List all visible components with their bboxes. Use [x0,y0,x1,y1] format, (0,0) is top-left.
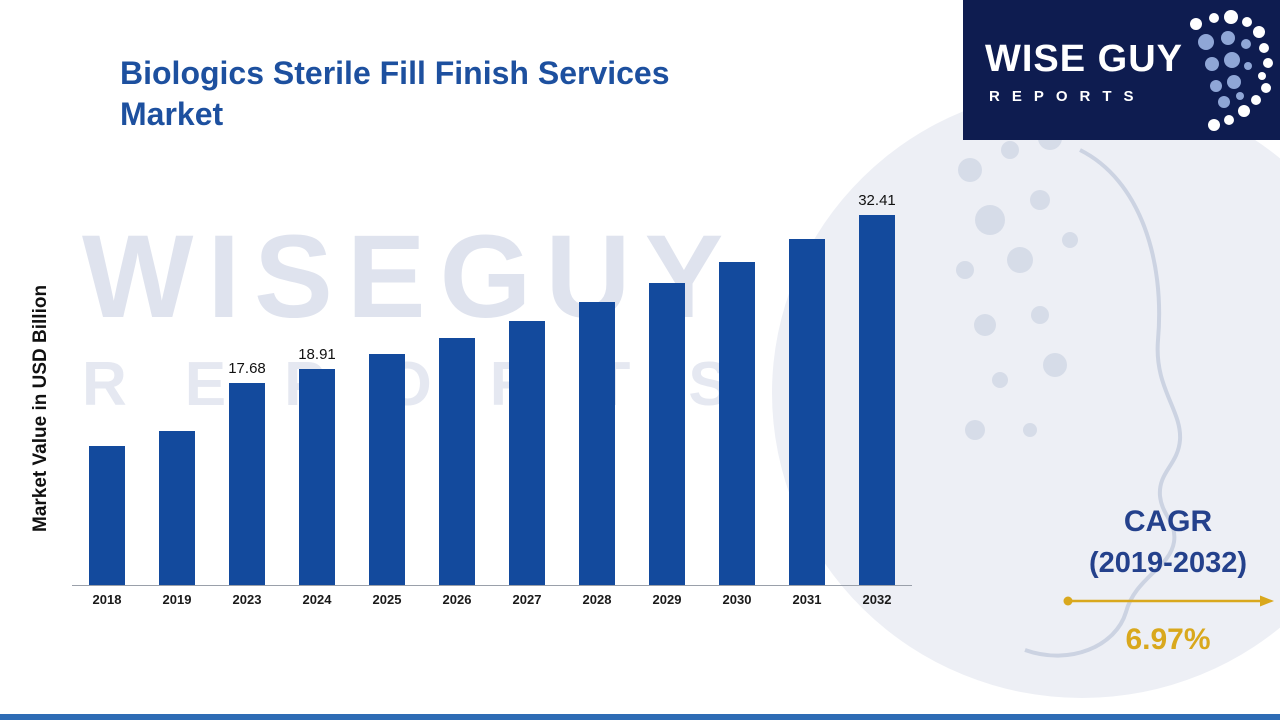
x-axis-label-2026: 2026 [442,592,472,607]
bar-2028 [579,302,615,585]
bar-2031 [789,239,825,585]
face-profile-graphic [956,126,1183,658]
cagr-arrow-icon [1063,595,1274,607]
watermark: WISEGUY REPORTS [82,218,788,416]
logo-box: WISE GUY REPORTS [963,0,1280,140]
bar-2024 [299,369,335,585]
bar-group-2031 [772,239,842,585]
bar-2025 [369,354,405,585]
x-axis-label-2019: 2019 [162,592,192,607]
x-axis-label-2029: 2029 [652,592,682,607]
x-axis-label-2023: 2023 [232,592,262,607]
bar-value-label: 32.41 [858,192,896,209]
x-axis-label-2018: 2018 [92,592,122,607]
bar-group-2029 [632,283,702,585]
bar-value-label: 18.91 [298,346,336,363]
y-axis-label: Market Value in USD Billion [30,284,51,532]
x-axis-label-2028: 2028 [582,592,612,607]
x-axis-label-2031: 2031 [792,592,822,607]
bar-group-2030 [702,262,772,585]
cagr-label: CAGR [1123,505,1213,538]
bar-group-2032: 32.41 [842,192,912,585]
cagr-value: 6.97% [1125,623,1211,656]
x-axis-label-2024: 2024 [302,592,332,607]
watermark-line2: REPORTS [82,350,788,419]
bottom-accent-bar [0,714,1280,720]
bar-group-2018 [72,446,142,585]
bar-2029 [649,283,685,585]
bar-2027 [509,321,545,585]
bar-chart: 17.68 18.91 32.41 [72,185,912,586]
cagr-block: CAGR (2019-2032) 6.97% [1060,505,1276,657]
bar-2018 [89,446,125,585]
bar-group-2023: 17.68 [212,360,282,585]
x-axis-label-2027: 2027 [512,592,542,607]
bar-value-label: 17.68 [228,360,266,377]
watermark-line1: WISEGUY [82,211,738,343]
bar-group-2028 [562,302,632,585]
bar-group-2025 [352,354,422,585]
x-axis-label-2032: 2032 [862,592,892,607]
logo-head-icon [1190,10,1273,131]
x-axis-label-2025: 2025 [372,592,402,607]
bar-2032 [859,215,895,585]
x-axis-label-2030: 2030 [722,592,752,607]
bar-2023 [229,383,265,585]
x-axis-labels: 2018 2019 2023 2024 2025 2026 2027 2028 2029 2030… [72,592,912,607]
bar-2019 [159,431,195,585]
logo-subtitle: REPORTS [989,88,1146,105]
logo-name: WISE GUY [985,38,1184,80]
bar-group-2019 [142,431,212,585]
bar-group-2024: 18.91 [282,346,352,585]
bar-2030 [719,262,755,585]
bar-group-2026 [422,338,492,585]
bar-2026 [439,338,475,585]
cagr-range: (2019-2032) [1089,547,1247,579]
bar-group-2027 [492,321,562,585]
decorative-circle [772,88,1280,698]
page-title: Biologics Sterile Fill Finish Services M… [120,55,670,133]
